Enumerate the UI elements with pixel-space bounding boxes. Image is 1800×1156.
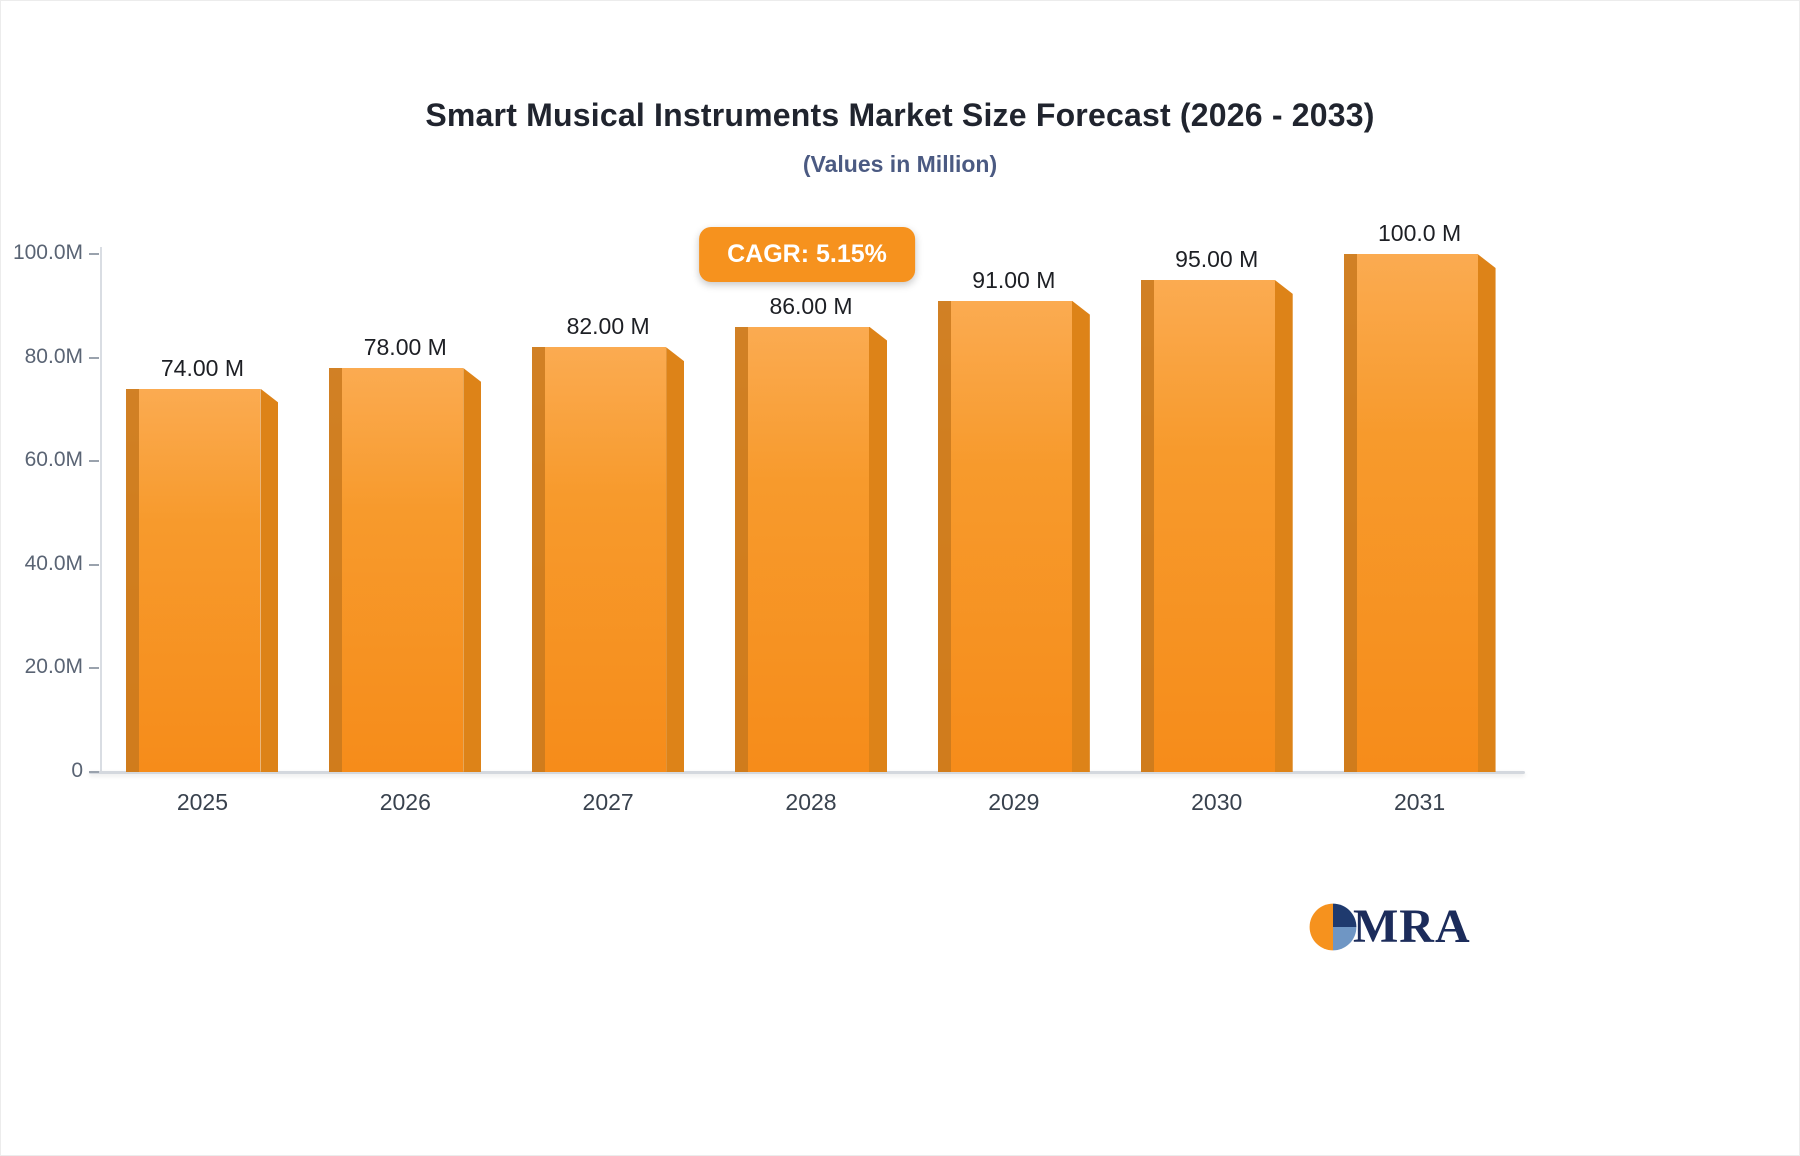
bar-2028 xyxy=(735,326,887,772)
y-tick-label: 60.0M xyxy=(24,448,83,472)
bar-left-edge xyxy=(1343,254,1357,772)
bar-side-face xyxy=(666,347,685,772)
bar-value-label-2028: 86.00 M xyxy=(769,292,853,319)
y-tick-label: 20.0M xyxy=(24,655,83,679)
bar-side-face xyxy=(260,388,279,772)
bar-2031 xyxy=(1343,254,1496,772)
chart-title: Smart Musical Instruments Market Size Fo… xyxy=(425,97,1375,133)
y-axis-tick xyxy=(89,771,99,773)
bar-front-face xyxy=(937,300,1072,772)
x-axis-label-2027: 2027 xyxy=(582,789,634,815)
bar-left-edge xyxy=(329,367,343,772)
bar-side-face xyxy=(1071,300,1090,772)
y-axis-tick xyxy=(89,460,99,463)
bar-value-label-2029: 91.00 M xyxy=(972,266,1056,293)
x-axis-label-2025: 2025 xyxy=(176,789,229,815)
y-tick-label: 100.0M xyxy=(12,241,83,264)
bar-left-edge xyxy=(937,300,951,772)
y-tick-label: 80.0M xyxy=(24,344,83,368)
bar-left-edge xyxy=(1140,279,1154,772)
x-axis-label-2030: 2030 xyxy=(1191,789,1243,815)
bar-side-face xyxy=(1477,254,1496,772)
bar-left-edge xyxy=(532,347,546,772)
logo-text: MRA xyxy=(1353,900,1471,953)
bar-front-face xyxy=(126,388,261,772)
bar-2026 xyxy=(329,367,482,772)
logo-pie-icon xyxy=(1309,903,1357,950)
bar-value-label-2031: 100.0 M xyxy=(1378,220,1462,246)
bar-side-face xyxy=(463,367,482,772)
x-axis-label-2029: 2029 xyxy=(988,789,1040,815)
y-axis-line xyxy=(100,247,102,773)
y-axis-tick xyxy=(89,563,99,566)
bar-side-face xyxy=(1274,279,1293,772)
bar-2025 xyxy=(126,388,279,772)
y-tick-label: 40.0M xyxy=(24,551,83,575)
y-axis-tick xyxy=(89,667,99,670)
x-axis-label-2028: 2028 xyxy=(785,789,837,815)
bar-front-face xyxy=(1140,279,1275,772)
bar-left-edge xyxy=(126,388,140,772)
y-axis-tick xyxy=(89,253,99,255)
chart-subtitle: (Values in Million) xyxy=(802,151,998,177)
brand-logo: MRA xyxy=(1307,899,1471,954)
x-axis-label-2031: 2031 xyxy=(1393,789,1446,815)
bar-front-face xyxy=(329,367,464,772)
bar-2027 xyxy=(532,347,685,772)
bar-value-label-2027: 82.00 M xyxy=(566,313,650,340)
bar-front-face xyxy=(735,326,869,772)
bar-side-face xyxy=(869,326,887,772)
bar-value-label-2026: 78.00 M xyxy=(363,333,447,360)
bar-value-label-2025: 74.00 M xyxy=(160,354,244,381)
bar-value-label-2030: 95.00 M xyxy=(1175,245,1259,272)
cagr-badge: CAGR: 5.15% xyxy=(699,227,915,282)
bar-2029 xyxy=(937,300,1090,772)
x-axis-line xyxy=(89,771,1525,774)
cagr-badge-label: CAGR: 5.15% xyxy=(727,240,887,268)
y-axis-tick xyxy=(89,356,99,359)
bar-front-face xyxy=(1343,254,1478,772)
bar-front-face xyxy=(532,347,667,772)
x-axis-label-2026: 2026 xyxy=(379,789,431,815)
bar-left-edge xyxy=(735,326,748,772)
y-tick-label: 0 xyxy=(71,759,83,782)
bar-2030 xyxy=(1140,279,1293,772)
